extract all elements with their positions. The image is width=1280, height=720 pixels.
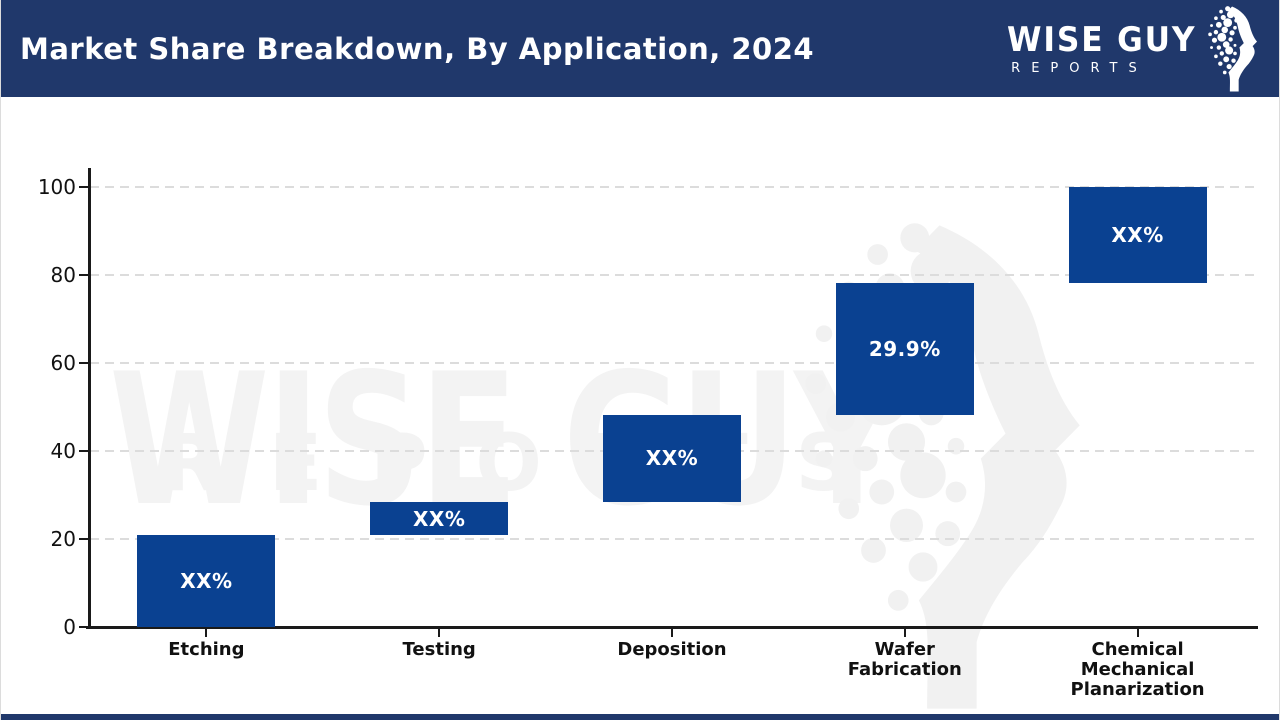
y-tick-mark-40 [79, 450, 88, 452]
logo-head-icon [1199, 5, 1271, 93]
gridline-100 [90, 186, 1254, 188]
logo-sub: REPORTS [1011, 60, 1148, 76]
footer-strip [1, 714, 1279, 720]
bar-segment[interactable]: XX% [1068, 187, 1207, 284]
bar-value-label: 29.9% [868, 337, 941, 362]
logo-wordmark: WISE GUY [1007, 19, 1197, 60]
y-tick-label-40: 40 [50, 439, 76, 463]
y-tick-mark-0 [79, 626, 88, 628]
y-tick-label-80: 80 [50, 263, 76, 287]
y-tick-mark-60 [79, 362, 88, 364]
x-tick-mark [903, 629, 906, 637]
y-tick-label-0: 0 [63, 615, 76, 639]
wise-guy-reports-logo: WISE GUY REPORTS [1007, 5, 1271, 93]
bar-value-label: XX% [645, 446, 699, 471]
gridline-60 [90, 362, 1254, 364]
y-tick-label-20: 20 [50, 527, 76, 551]
x-tick-mark [438, 629, 441, 637]
x-tick-label: Deposition [617, 639, 727, 660]
y-tick-mark-20 [79, 538, 88, 540]
gridline-80 [90, 274, 1254, 276]
bar-segment[interactable]: 29.9% [835, 283, 974, 415]
gridline-20 [90, 538, 1254, 540]
x-tick-label: Etching [168, 639, 245, 660]
header: Market Share Breakdown, By Application, … [1, 0, 1279, 97]
bar-value-label: XX% [412, 506, 466, 531]
bar-segment[interactable]: XX% [370, 502, 509, 536]
bar-segment[interactable]: XX% [137, 535, 276, 627]
x-tick-mark [205, 629, 208, 637]
x-tick-label: Chemical Mechanical Planarization [1070, 639, 1205, 700]
x-tick-mark [1136, 629, 1139, 637]
bar-segment[interactable]: XX% [603, 414, 741, 503]
bar-value-label: XX% [180, 569, 233, 593]
x-tick-mark [671, 629, 673, 637]
y-tick-mark-80 [79, 274, 88, 276]
x-axis-line [86, 626, 1258, 629]
page-title: Market Share Breakdown, By Application, … [20, 31, 815, 66]
y-tick-label-60: 60 [50, 351, 76, 375]
x-tick-label: Testing [402, 639, 476, 660]
y-axis-line [88, 168, 91, 629]
x-tick-label: Wafer Fabrication [847, 639, 962, 680]
logo-text: WISE GUY REPORTS [1007, 23, 1213, 75]
y-tick-mark-100 [79, 186, 88, 188]
y-tick-label-100: 100 [37, 175, 76, 199]
bar-value-label: XX% [1111, 223, 1164, 248]
